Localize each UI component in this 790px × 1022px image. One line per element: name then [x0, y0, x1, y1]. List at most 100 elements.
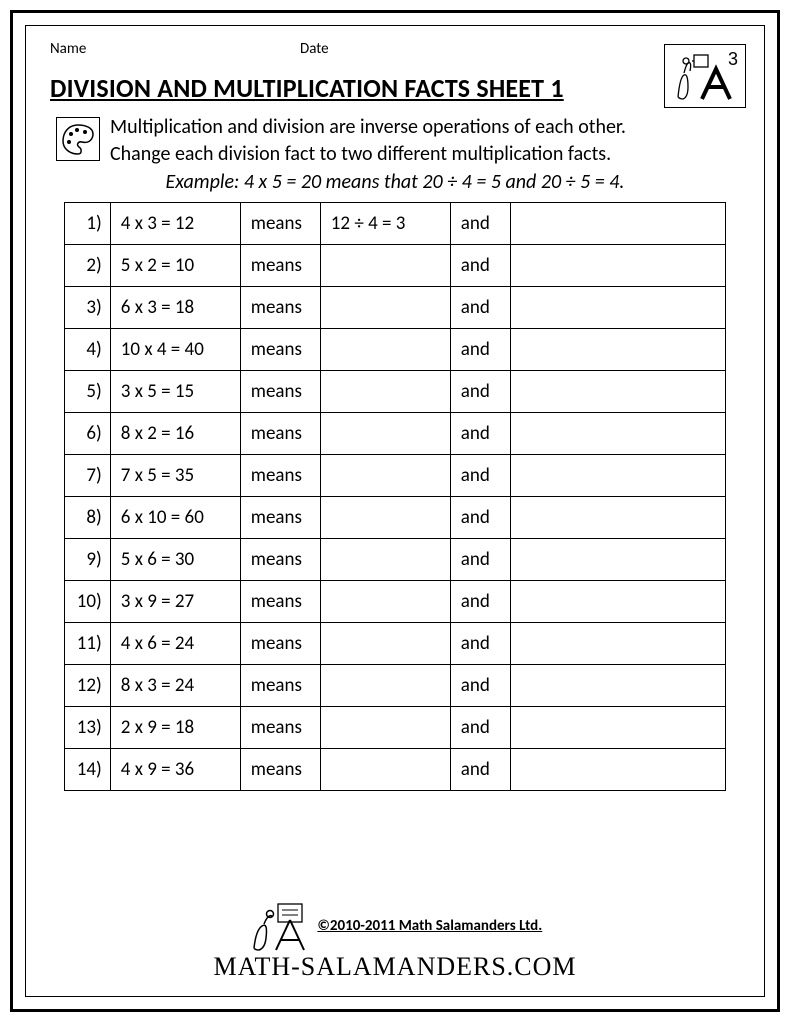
example-line: Example: 4 x 5 = 20 means that 20 ÷ 4 = … [50, 170, 740, 194]
and-word: and [450, 371, 510, 413]
brand-text: MATH-SALAMANDERS.COM [26, 952, 764, 982]
means-word: means [240, 245, 320, 287]
answer-1 [320, 371, 450, 413]
mult-fact: 4 x 9 = 36 [110, 749, 240, 791]
answer-1 [320, 455, 450, 497]
and-word: and [450, 749, 510, 791]
answer-1 [320, 749, 450, 791]
intro-line-1: Multiplication and division are inverse … [110, 114, 626, 141]
mult-fact: 3 x 9 = 27 [110, 581, 240, 623]
means-word: means [240, 287, 320, 329]
outer-frame: Name Date 3 DIVISION AND MULTIPLICATION … [10, 10, 780, 1012]
answer-1 [320, 623, 450, 665]
row-number: 12) [64, 665, 110, 707]
answer-2 [510, 245, 725, 287]
row-number: 11) [64, 623, 110, 665]
grade-badge: 3 [664, 44, 746, 108]
answer-1 [320, 245, 450, 287]
table-row: 9)5 x 6 = 30meansand [64, 539, 725, 581]
table-row: 1)4 x 3 = 12means12 ÷ 4 = 3and [64, 203, 725, 245]
answer-2 [510, 455, 725, 497]
row-number: 10) [64, 581, 110, 623]
intro-line-2: Change each division fact to two differe… [110, 141, 626, 168]
and-word: and [450, 497, 510, 539]
table-row: 11)4 x 6 = 24meansand [64, 623, 725, 665]
answer-2 [510, 413, 725, 455]
row-number: 1) [64, 203, 110, 245]
and-word: and [450, 665, 510, 707]
table-row: 14)4 x 9 = 36means and [64, 749, 725, 791]
answer-2 [510, 329, 725, 371]
means-word: means [240, 539, 320, 581]
table-row: 6)8 x 2 = 16meansand [64, 413, 725, 455]
row-number: 2) [64, 245, 110, 287]
row-number: 9) [64, 539, 110, 581]
table-row: 5)3 x 5 = 15meansand [64, 371, 725, 413]
answer-2 [510, 203, 725, 245]
means-word: means [240, 707, 320, 749]
answer-2 [510, 287, 725, 329]
row-number: 14) [64, 749, 110, 791]
answer-2 [510, 623, 725, 665]
footer: ©2010-2011 Math Salamanders Ltd. MATH-SA… [26, 900, 764, 982]
and-word: and [450, 707, 510, 749]
means-word: means [240, 749, 320, 791]
copyright-text: ©2010-2011 Math Salamanders Ltd. [317, 917, 542, 935]
mult-fact: 10 x 4 = 40 [110, 329, 240, 371]
table-row: 10)3 x 9 = 27means and [64, 581, 725, 623]
answer-1 [320, 287, 450, 329]
mult-fact: 8 x 3 = 24 [110, 665, 240, 707]
answer-1 [320, 707, 450, 749]
table-row: 3)6 x 3 = 18meansand [64, 287, 725, 329]
means-word: means [240, 665, 320, 707]
and-word: and [450, 539, 510, 581]
and-word: and [450, 287, 510, 329]
and-word: and [450, 245, 510, 287]
means-word: means [240, 455, 320, 497]
table-row: 4)10 x 4 = 40means and [64, 329, 725, 371]
salamander-icon [248, 900, 308, 952]
answer-1 [320, 665, 450, 707]
answer-2 [510, 581, 725, 623]
row-number: 5) [64, 371, 110, 413]
name-label: Name [50, 40, 300, 58]
row-number: 3) [64, 287, 110, 329]
mult-fact: 5 x 2 = 10 [110, 245, 240, 287]
answer-2 [510, 749, 725, 791]
row-number: 7) [64, 455, 110, 497]
means-word: means [240, 329, 320, 371]
and-word: and [450, 413, 510, 455]
answer-1 [320, 539, 450, 581]
answer-1 [320, 413, 450, 455]
and-word: and [450, 623, 510, 665]
and-word: and [450, 329, 510, 371]
answer-2 [510, 707, 725, 749]
row-number: 6) [64, 413, 110, 455]
table-row: 2)5 x 2 = 10means and [64, 245, 725, 287]
row-number: 4) [64, 329, 110, 371]
means-word: means [240, 581, 320, 623]
worksheet-page: Name Date 3 DIVISION AND MULTIPLICATION … [25, 25, 765, 997]
means-word: means [240, 203, 320, 245]
means-word: means [240, 371, 320, 413]
intro-block: Multiplication and division are inverse … [50, 114, 740, 168]
answer-2 [510, 665, 725, 707]
answer-1: 12 ÷ 4 = 3 [320, 203, 450, 245]
and-word: and [450, 203, 510, 245]
mult-fact: 4 x 3 = 12 [110, 203, 240, 245]
mult-fact: 8 x 2 = 16 [110, 413, 240, 455]
row-number: 8) [64, 497, 110, 539]
page-title: DIVISION AND MULTIPLICATION FACTS SHEET … [50, 72, 740, 104]
answer-1 [320, 329, 450, 371]
answer-2 [510, 497, 725, 539]
mult-fact: 2 x 9 = 18 [110, 707, 240, 749]
and-word: and [450, 581, 510, 623]
answer-1 [320, 581, 450, 623]
mult-fact: 4 x 6 = 24 [110, 623, 240, 665]
answer-2 [510, 539, 725, 581]
date-label: Date [300, 40, 329, 58]
mult-fact: 7 x 5 = 35 [110, 455, 240, 497]
and-word: and [450, 455, 510, 497]
table-row: 7)7 x 5 = 35means and [64, 455, 725, 497]
svg-text:3: 3 [728, 49, 738, 69]
